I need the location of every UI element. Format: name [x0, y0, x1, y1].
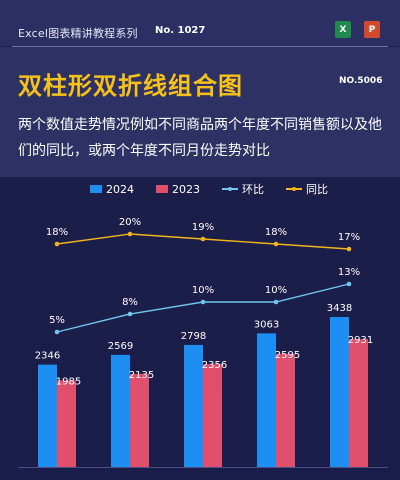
huanbi-data-label: 13% [338, 267, 360, 278]
tongbi-point [127, 231, 133, 237]
bar-2024 [184, 344, 203, 467]
excel-icon[interactable]: X [335, 21, 351, 38]
page-title: 双柱形双折线组合图 [18, 72, 243, 100]
legend-item-2023[interactable]: 2023 [156, 183, 200, 196]
legend-item-2024[interactable]: 2024 [90, 183, 134, 196]
data-label-2024: 3063 [254, 319, 279, 330]
tongbi-data-label: 18% [265, 227, 287, 238]
data-label-2024: 3438 [327, 303, 352, 314]
tongbi-data-label: 20% [119, 217, 141, 228]
huanbi-data-label: 8% [122, 297, 138, 308]
data-label-2023: 2135 [129, 370, 154, 381]
tongbi-point [273, 241, 279, 247]
bar-2023 [203, 364, 222, 467]
huanbi-point [127, 311, 133, 317]
data-label-2023: 1985 [56, 376, 81, 387]
tongbi-point [200, 236, 206, 242]
tongbi-point [346, 246, 352, 252]
bar-2024 [111, 354, 130, 467]
series-title: Excel图表精讲教程系列 [18, 27, 138, 40]
bar-2024 [38, 364, 57, 467]
bar-2024 [330, 317, 349, 467]
bar-2023 [130, 373, 149, 467]
data-label-2023: 2356 [202, 360, 227, 371]
huanbi-point [54, 329, 60, 335]
legend-label-2023: 2023 [172, 182, 200, 196]
top-bar [0, 0, 400, 46]
legend-label-2024: 2024 [106, 182, 134, 196]
legend-label-huanbi: 环比 [242, 183, 264, 196]
chart-description: 两个数值走势情况例如不同商品两个年度不同销售额以及他们的同比，或两个年度不同月份… [18, 117, 382, 159]
huanbi-data-label: 10% [192, 285, 214, 296]
huanbi-point [273, 299, 279, 305]
legend-label-tongbi: 同比 [306, 183, 328, 196]
bar-2024 [257, 333, 276, 467]
data-label-2024: 2569 [108, 341, 133, 352]
series-number: No. 1027 [155, 25, 206, 36]
data-label-2023: 2595 [275, 350, 300, 361]
legend-item-huanbi[interactable]: 环比 [222, 181, 264, 197]
huanbi-data-label: 10% [265, 285, 287, 296]
tongbi-data-label: 17% [338, 232, 360, 243]
tongbi-data-label: 19% [192, 222, 214, 233]
bar-2023 [276, 353, 295, 467]
huanbi-point [346, 281, 352, 287]
bar-2023 [57, 380, 76, 467]
chart-legend: 2024 2023 环比 同比 [90, 182, 328, 196]
huanbi-point [200, 299, 206, 305]
legend-swatch-tongbi [286, 185, 302, 193]
legend-swatch-huanbi [222, 185, 238, 193]
data-label-2024: 2798 [181, 331, 206, 342]
data-label-2023: 2931 [348, 335, 373, 346]
tongbi-line [56, 233, 350, 250]
header-panel [0, 47, 400, 177]
legend-swatch-2023 [156, 185, 168, 193]
tongbi-point [54, 241, 60, 247]
data-label-2024: 2346 [35, 351, 60, 362]
tongbi-data-label: 18% [46, 227, 68, 238]
tutorial-number: NO.5006 [339, 76, 383, 86]
huanbi-data-label: 5% [49, 315, 65, 326]
bar-2023 [349, 339, 368, 467]
legend-swatch-2024 [90, 185, 102, 193]
header-divider [12, 46, 388, 47]
powerpoint-icon[interactable]: P [364, 21, 380, 38]
legend-item-tongbi[interactable]: 同比 [286, 181, 328, 197]
